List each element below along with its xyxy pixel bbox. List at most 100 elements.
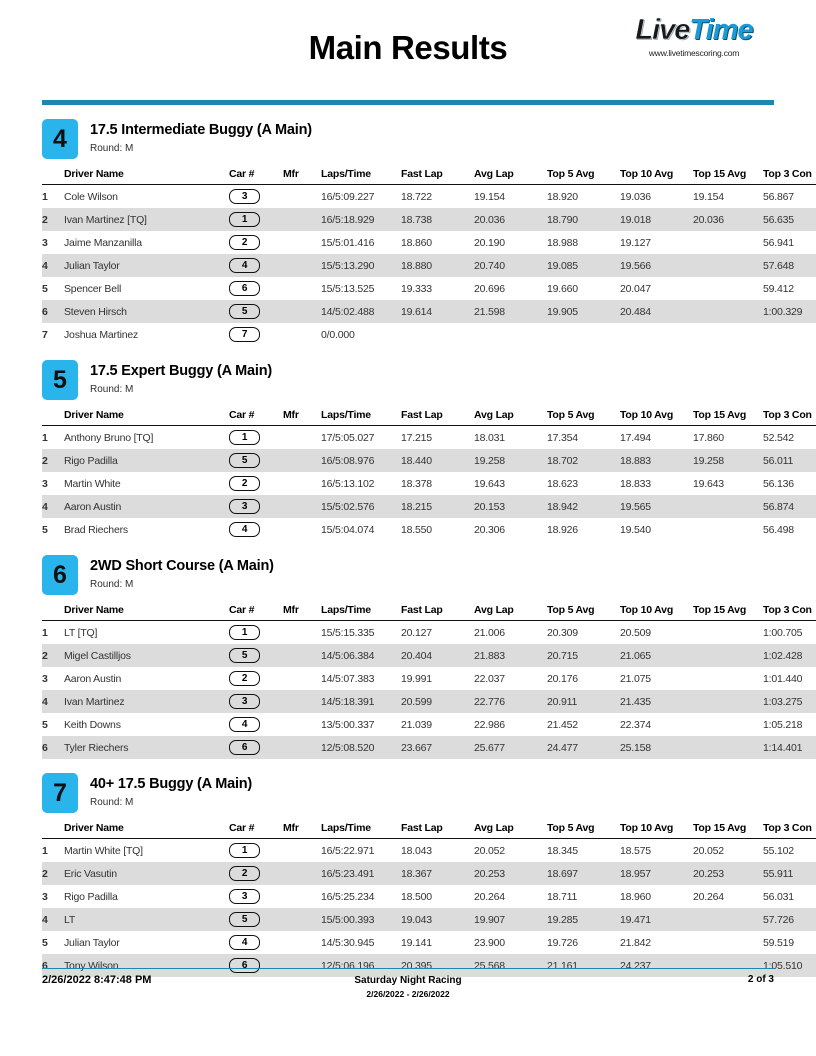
cell-laps: 13/5:00.337 (321, 718, 375, 731)
cell-t15 (693, 323, 763, 346)
cell-t15: 19.643 (693, 477, 724, 490)
cell-t3: 56.011 (763, 449, 816, 472)
cell-t15 (693, 954, 763, 977)
cell-t5: 19.726 (547, 936, 578, 949)
table-header-row: Driver Name Car # Mfr Laps/Time Fast Lap Avg … (42, 406, 816, 426)
car-number-badge: 5 (229, 304, 260, 319)
cell-driver: Tyler Riechers (64, 736, 229, 759)
car-number-badge: 4 (229, 935, 260, 950)
table-row: 5 Keith Downs 4 13/5:00.337 21.039 22.986 21.4… (42, 713, 816, 736)
table-row: 3 Martin White 2 16/5:13.102 18.378 19.643 18.… (42, 472, 816, 495)
race-section: 4 17.5 Intermediate Buggy (A Main) Round: … (42, 119, 816, 346)
cell-t3: 57.726 (763, 908, 816, 931)
cell-fast: 18.043 (401, 844, 432, 857)
cell-car-number: 6 (229, 277, 283, 300)
cell-t3: 1:00.705 (763, 626, 803, 639)
cell-avg: 20.153 (474, 495, 547, 518)
cell-t5: 18.702 (547, 449, 620, 472)
cell-driver: Ivan Martinez (64, 690, 229, 713)
cell-fast: 18.440 (401, 449, 474, 472)
column-header-driver: Driver Name (64, 406, 229, 426)
cell-pos: 6 (42, 736, 64, 759)
cell-t15: 20.052 (693, 844, 724, 857)
column-header-t3: Top 3 Con (763, 601, 816, 621)
car-number-badge: 2 (229, 235, 260, 250)
cell-avg: 19.643 (474, 477, 505, 490)
car-number-badge: 2 (229, 671, 260, 686)
table-header-row: Driver Name Car # Mfr Laps/Time Fast Lap Avg … (42, 819, 816, 839)
cell-fast: 20.404 (401, 644, 474, 667)
cell-fast: 19.991 (401, 672, 432, 685)
cell-mfr (283, 449, 321, 472)
cell-laps: 15/5:15.335 (321, 626, 375, 639)
cell-t3: 1:14.401 (763, 736, 816, 759)
table-row: 2 Rigo Padilla 5 16/5:08.976 18.440 19.258 18.… (42, 449, 816, 472)
cell-fast: 19.614 (401, 300, 474, 323)
cell-fast (401, 323, 474, 346)
table-row: 7 Joshua Martinez 7 0/0.000 (42, 323, 816, 346)
cell-pos: 3 (42, 672, 48, 685)
cell-t5: 19.660 (547, 282, 578, 295)
cell-avg: 22.776 (474, 690, 547, 713)
footer-page-number: 2 of 3 (747, 974, 774, 985)
car-number-badge: 1 (229, 212, 260, 227)
cell-t5: 21.452 (547, 718, 578, 731)
cell-mfr (283, 426, 321, 450)
table-row: 3 Jaime Manzanilla 2 15/5:01.416 18.860 20.19… (42, 231, 816, 254)
cell-car-number: 3 (229, 690, 283, 713)
cell-t3: 56.874 (763, 495, 816, 518)
column-header-pos (42, 406, 64, 426)
cell-mfr (283, 518, 321, 541)
cell-t3: 1:05.218 (763, 718, 803, 731)
cell-fast: 18.367 (401, 862, 474, 885)
cell-car-number: 4 (229, 518, 283, 541)
cell-avg: 20.190 (474, 236, 505, 249)
cell-laps: 15/5:00.393 (321, 908, 401, 931)
column-header-pos (42, 165, 64, 185)
cell-t15 (693, 690, 763, 713)
cell-car-number: 2 (229, 472, 283, 495)
table-row: 3 Rigo Padilla 3 16/5:25.234 18.500 20.264 18.… (42, 885, 816, 908)
cell-pos: 2 (42, 862, 64, 885)
cell-pos: 1 (42, 190, 48, 203)
cell-pos: 3 (42, 890, 48, 903)
column-header-fast: Fast Lap (401, 165, 474, 185)
cell-car-number: 3 (229, 885, 283, 908)
section-title-group: 40+ 17.5 Buggy (A Main) Round: M (90, 773, 252, 810)
cell-car-number: 2 (229, 667, 283, 690)
cell-t5: 20.715 (547, 644, 620, 667)
cell-car-number: 3 (229, 495, 283, 518)
cell-fast: 23.667 (401, 736, 474, 759)
cell-driver: Steven Hirsch (64, 300, 229, 323)
section-class-name: 17.5 Intermediate Buggy (A Main) (90, 122, 312, 138)
cell-t10: 25.158 (620, 736, 693, 759)
page-header: Main Results LiveTime www.livetimescorin… (42, 0, 774, 94)
section-title-group: 2WD Short Course (A Main) Round: M (90, 555, 274, 592)
sections-container: 4 17.5 Intermediate Buggy (A Main) Round: … (42, 119, 816, 977)
cell-driver: Brad Riechers (64, 523, 128, 536)
cell-avg: 21.598 (474, 300, 547, 323)
cell-driver: Ivan Martinez [TQ] (64, 208, 229, 231)
cell-t15 (693, 908, 763, 931)
column-header-driver: Driver Name (64, 819, 229, 839)
cell-t15: 20.264 (693, 890, 724, 903)
cell-t3: 56.031 (763, 890, 794, 903)
cell-car-number: 1 (229, 208, 283, 231)
section-number-badge: 6 (42, 555, 78, 595)
column-header-avg: Avg Lap (474, 406, 547, 426)
cell-t5: 19.905 (547, 300, 620, 323)
column-header-t15: Top 15 Avg (693, 165, 763, 185)
cell-car-number: 2 (229, 862, 283, 885)
header-divider (42, 100, 774, 105)
footer-divider (42, 967, 774, 969)
column-header-t15: Top 15 Avg (693, 819, 763, 839)
cell-t5: 17.354 (547, 431, 578, 444)
cell-t15: 20.253 (693, 862, 763, 885)
column-header-laps: Laps/Time (321, 601, 401, 621)
car-number-badge: 5 (229, 912, 260, 927)
cell-driver: Jaime Manzanilla (64, 236, 142, 249)
cell-t5: 18.942 (547, 495, 620, 518)
cell-avg: 20.036 (474, 208, 547, 231)
cell-avg: 25.677 (474, 736, 547, 759)
results-table: Driver Name Car # Mfr Laps/Time Fast Lap Avg … (42, 601, 816, 759)
